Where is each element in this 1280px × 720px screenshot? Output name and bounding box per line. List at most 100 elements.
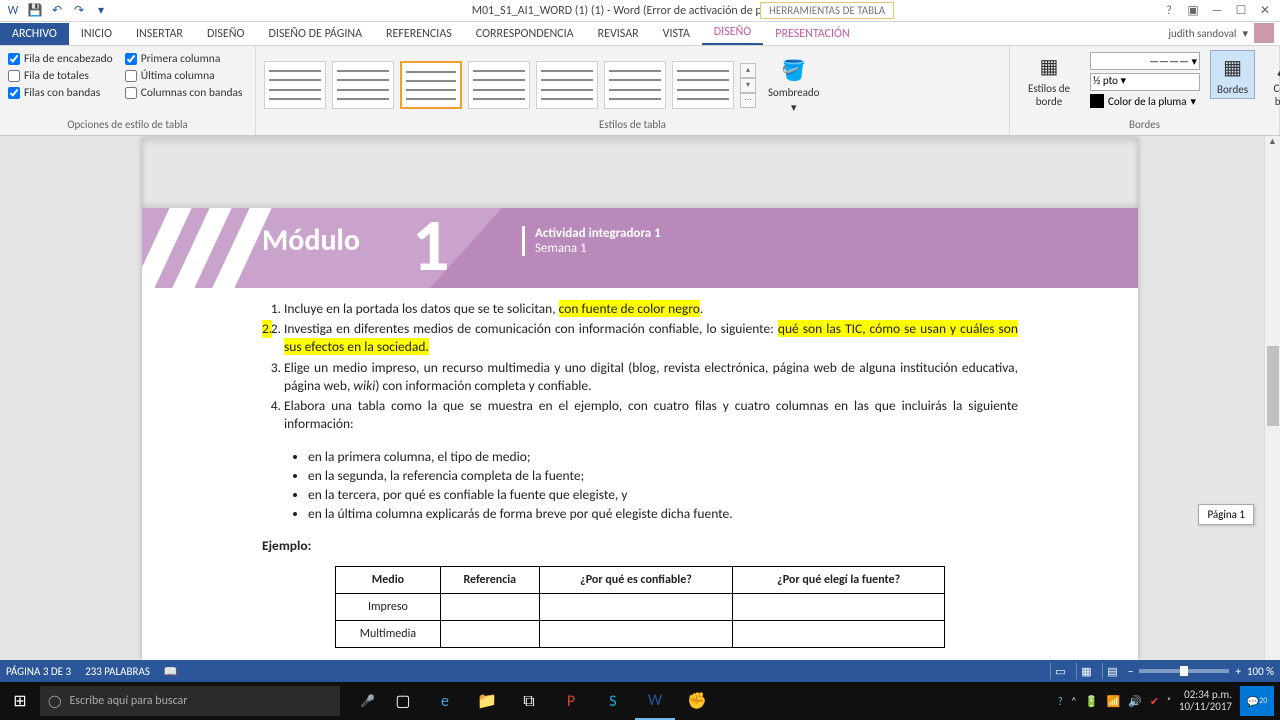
border-styles-button[interactable]: ▦ Estilos de borde bbox=[1018, 50, 1080, 110]
view-read-icon[interactable]: ▭ bbox=[1050, 663, 1070, 679]
quick-access-toolbar: W 💾 ↶ ↷ ▾ bbox=[0, 2, 110, 20]
pen-color-dropdown[interactable]: Color de la pluma ▾ bbox=[1090, 94, 1200, 108]
list-item: 2.Investiga en diferentes medios de comu… bbox=[284, 320, 1018, 356]
group-label-options: Opciones de estilo de tabla bbox=[8, 118, 247, 131]
chk-banded-rows[interactable]: Filas con bandas bbox=[8, 86, 113, 100]
table-styles-gallery[interactable]: ▴▾⋯ 🪣 Sombreado▾ bbox=[264, 50, 1001, 116]
module-label: Módulo bbox=[262, 222, 360, 259]
tray-chevron-icon[interactable]: ˄ bbox=[1071, 695, 1077, 708]
tab-file[interactable]: ARCHIVO bbox=[0, 23, 69, 45]
pen-width-dropdown[interactable]: ½ pto ▾ bbox=[1090, 73, 1200, 91]
style-thumb[interactable] bbox=[332, 61, 394, 109]
notification-center[interactable]: 💬20 bbox=[1240, 686, 1274, 716]
tray-volume-icon[interactable]: 🔊 bbox=[1128, 695, 1142, 708]
chk-last-col[interactable]: Última columna bbox=[125, 69, 243, 83]
word-icon: W bbox=[4, 2, 22, 20]
module-header: Módulo 1 Actividad integradora 1 Semana … bbox=[142, 208, 1138, 288]
start-button[interactable]: ⊞ bbox=[0, 682, 40, 720]
status-words[interactable]: 233 PALABRAS bbox=[85, 665, 150, 678]
page-tooltip: Página 1 bbox=[1198, 504, 1254, 525]
ribbon-options-icon[interactable]: ▣ bbox=[1182, 2, 1204, 20]
title-bar: W 💾 ↶ ↷ ▾ M01_S1_AI1_WORD (1) (1) - Word… bbox=[0, 0, 1280, 22]
search-placeholder: Escribe aquí para buscar bbox=[69, 694, 187, 708]
tab-table-layout[interactable]: PRESENTACIÓN bbox=[763, 23, 861, 45]
save-icon[interactable]: 💾 bbox=[26, 2, 44, 20]
word-taskbar-icon[interactable]: W bbox=[635, 682, 675, 720]
avatar[interactable] bbox=[1254, 23, 1274, 43]
zoom-out-icon[interactable]: − bbox=[1128, 665, 1133, 678]
powerpoint-icon[interactable]: P bbox=[551, 682, 591, 720]
tab-mailings[interactable]: CORRESPONDENCIA bbox=[464, 23, 586, 45]
document-content[interactable]: Incluye en la portada los datos que se t… bbox=[142, 288, 1138, 648]
module-number: 1 bbox=[412, 208, 450, 288]
zoom-slider[interactable] bbox=[1139, 669, 1229, 673]
redo-icon[interactable]: ↷ bbox=[70, 2, 88, 20]
style-thumb[interactable] bbox=[536, 61, 598, 109]
chk-total-row[interactable]: Fila de totales bbox=[8, 69, 113, 83]
tray-av-icon[interactable]: ✔ bbox=[1150, 695, 1159, 708]
style-thumb-selected[interactable] bbox=[400, 61, 462, 109]
help-icon[interactable]: ? bbox=[1158, 2, 1180, 20]
scroll-up-icon[interactable]: ▲ bbox=[1265, 136, 1280, 152]
qat-more-icon[interactable]: ▾ bbox=[92, 2, 110, 20]
bucket-icon: 🪣 bbox=[780, 56, 808, 84]
zoom-level[interactable]: 100 % bbox=[1247, 665, 1274, 678]
minimize-icon[interactable]: — bbox=[1206, 2, 1228, 20]
view-web-icon[interactable]: ▤ bbox=[1102, 663, 1122, 679]
group-label-styles: Estilos de tabla bbox=[264, 118, 1001, 131]
chk-banded-cols[interactable]: Columnas con bandas bbox=[125, 86, 243, 100]
undo-icon[interactable]: ↶ bbox=[48, 2, 66, 20]
dropbox-icon[interactable]: ⧉ bbox=[509, 682, 549, 720]
window-title: M01_S1_AI1_WORD (1) (1) - Word (Error de… bbox=[472, 4, 809, 18]
tab-design[interactable]: DISEÑO bbox=[195, 23, 256, 45]
spellcheck-icon[interactable]: 📖 bbox=[164, 665, 178, 678]
tab-view[interactable]: VISTA bbox=[651, 23, 702, 45]
status-bar: PÁGINA 3 DE 3 233 PALABRAS 📖 ▭ ▦ ▤ − + 1… bbox=[0, 660, 1280, 682]
document-area: Módulo 1 Actividad integradora 1 Semana … bbox=[0, 136, 1280, 660]
tab-references[interactable]: REFERENCIAS bbox=[374, 23, 464, 45]
tray-battery-icon[interactable]: 🔋 bbox=[1085, 695, 1099, 708]
skype-icon[interactable]: S bbox=[593, 682, 633, 720]
painter-icon: 🖌 bbox=[1274, 52, 1280, 80]
list-item: Incluye en la portada los datos que se t… bbox=[284, 300, 1018, 318]
edge-icon[interactable]: e bbox=[425, 682, 465, 720]
tab-review[interactable]: REVISAR bbox=[586, 23, 651, 45]
cortana-icon: ◯ bbox=[48, 694, 61, 709]
style-thumb[interactable] bbox=[672, 61, 734, 109]
border-painter-button[interactable]: 🖌 Copiar borde bbox=[1261, 50, 1280, 110]
shading-button[interactable]: 🪣 Sombreado▾ bbox=[762, 54, 825, 116]
tab-table-design[interactable]: DISEÑO bbox=[702, 21, 763, 45]
borders-button[interactable]: ▦ Bordes bbox=[1210, 50, 1255, 99]
tab-home[interactable]: INICIO bbox=[69, 23, 124, 45]
style-thumb[interactable] bbox=[468, 61, 530, 109]
status-page[interactable]: PÁGINA 3 DE 3 bbox=[6, 665, 71, 678]
task-view-icon[interactable]: ▢ bbox=[383, 682, 423, 720]
style-thumb[interactable] bbox=[264, 61, 326, 109]
clock[interactable]: 02:34 p.m. 10/11/2017 bbox=[1179, 689, 1232, 713]
line-style-dropdown[interactable]: ———— ▾ bbox=[1090, 52, 1200, 70]
app-icon[interactable]: ✊ bbox=[677, 682, 717, 720]
contextual-tab-label: HERRAMIENTAS DE TABLA bbox=[760, 2, 894, 19]
system-tray: ? ˄ 🔋 📶 🔊 ✔ ᵉ 02:34 p.m. 10/11/2017 💬20 bbox=[1058, 686, 1274, 716]
gallery-scroll[interactable]: ▴▾⋯ bbox=[740, 63, 756, 108]
vertical-scrollbar[interactable]: ▲ bbox=[1264, 136, 1280, 660]
maximize-icon[interactable]: ☐ bbox=[1230, 2, 1252, 20]
tray-wifi-icon[interactable]: 📶 bbox=[1107, 695, 1121, 708]
scroll-thumb[interactable] bbox=[1267, 346, 1279, 426]
tab-insert[interactable]: INSERTAR bbox=[124, 23, 195, 45]
tray-help-icon[interactable]: ? bbox=[1058, 695, 1063, 708]
example-table[interactable]: MedioReferencia¿Por qué es confiable?¿Po… bbox=[335, 566, 945, 648]
tray-lang-icon[interactable]: ᵉ bbox=[1167, 695, 1171, 708]
zoom-in-icon[interactable]: + bbox=[1235, 665, 1240, 678]
chk-first-col[interactable]: Primera columna bbox=[125, 52, 243, 66]
view-print-icon[interactable]: ▦ bbox=[1076, 663, 1096, 679]
explorer-icon[interactable]: 📁 bbox=[467, 682, 507, 720]
style-thumb[interactable] bbox=[604, 61, 666, 109]
user-area[interactable]: judith sandoval ▾ bbox=[1168, 23, 1274, 43]
close-icon[interactable]: ✕ bbox=[1254, 2, 1276, 20]
tab-page-layout[interactable]: DISEÑO DE PÁGINA bbox=[256, 23, 374, 45]
search-box[interactable]: ◯ Escribe aquí para buscar bbox=[40, 686, 340, 716]
list-item: Elige un medio impreso, un recurso multi… bbox=[284, 359, 1018, 395]
mic-icon[interactable]: 🎤 bbox=[360, 694, 375, 709]
chk-header-row[interactable]: Fila de encabezado bbox=[8, 52, 113, 66]
